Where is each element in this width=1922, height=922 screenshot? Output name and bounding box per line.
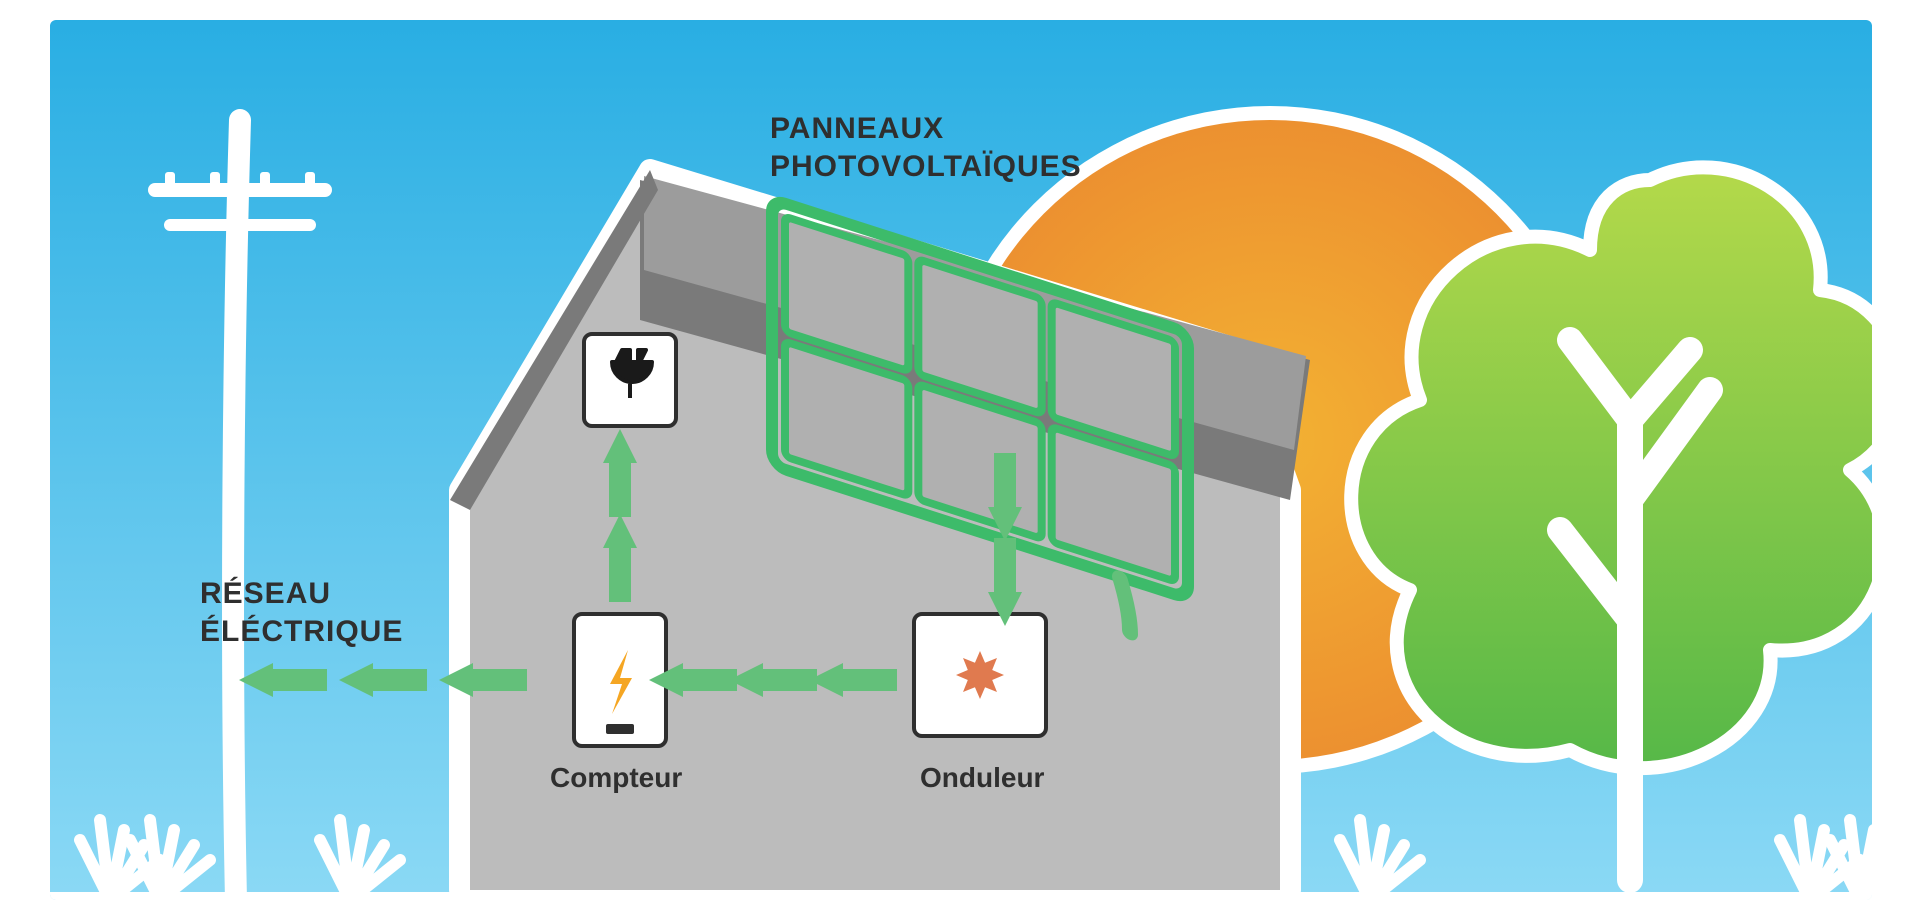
meter-slot — [606, 724, 634, 734]
label-grid-line1: RÉSEAU — [200, 575, 403, 613]
pole-insulator-1 — [210, 172, 220, 190]
label-grid-line2: ÉLÉCTRIQUE — [200, 613, 403, 651]
diagram-stage: PANNEAUX PHOTOVOLTAÏQUES RÉSEAU ÉLÉCTRIQ… — [50, 20, 1872, 900]
ground-line — [50, 892, 1872, 900]
pole-insulator-3 — [305, 172, 315, 190]
label-grid: RÉSEAU ÉLÉCTRIQUE — [200, 575, 403, 650]
label-inverter: Onduleur — [920, 760, 1044, 795]
label-panels: PANNEAUX PHOTOVOLTAÏQUES — [770, 110, 1082, 185]
label-panels-line2: PHOTOVOLTAÏQUES — [770, 148, 1082, 186]
label-meter: Compteur — [550, 760, 682, 795]
pole-insulator-2 — [260, 172, 270, 190]
label-panels-line1: PANNEAUX — [770, 110, 1082, 148]
pole-mast — [233, 120, 240, 900]
gear-icon — [956, 651, 1004, 699]
pole-insulator-0 — [165, 172, 175, 190]
